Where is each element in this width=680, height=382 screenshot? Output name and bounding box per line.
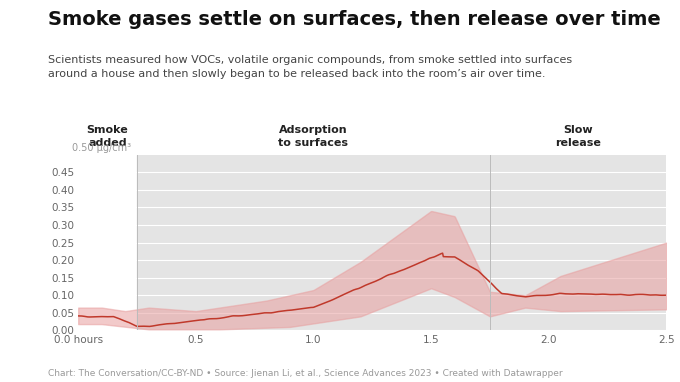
Text: Slow
release: Slow release	[556, 125, 601, 148]
Text: Smoke
added: Smoke added	[87, 125, 129, 148]
Bar	[490, 155, 666, 330]
Text: 0.50 μg/cm³: 0.50 μg/cm³	[72, 143, 131, 153]
Text: Chart: The Conversation/CC-BY-ND • Source: Jienan Li, et al., Science Advances 2: Chart: The Conversation/CC-BY-ND • Sourc…	[48, 369, 562, 378]
Text: Scientists measured how VOCs, volatile organic compounds, from smoke settled int: Scientists measured how VOCs, volatile o…	[48, 55, 572, 79]
Bar	[78, 155, 137, 330]
Bar	[137, 155, 490, 330]
Text: Adsorption
to surfaces: Adsorption to surfaces	[279, 125, 348, 148]
Text: Smoke gases settle on surfaces, then release over time: Smoke gases settle on surfaces, then rel…	[48, 10, 660, 29]
